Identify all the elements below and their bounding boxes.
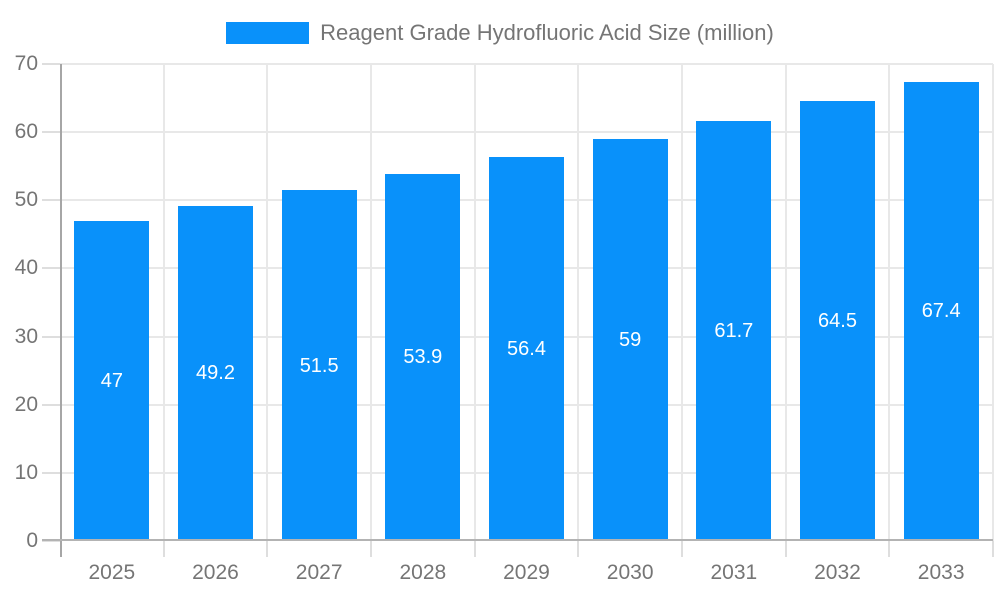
- bar-2032: 64.5: [800, 101, 875, 541]
- y-axis-tick: [42, 540, 60, 542]
- x-gridline: [888, 64, 891, 541]
- bar-2027: 51.5: [281, 190, 357, 541]
- y-axis-label: 60: [14, 120, 38, 144]
- bar-value-label: 51.5: [299, 354, 339, 377]
- x-axis-tick: [888, 541, 891, 557]
- x-axis-tick: [162, 541, 165, 557]
- bar-2031: 61.7: [696, 120, 772, 541]
- x-gridline: [162, 64, 165, 541]
- x-axis-label: 2030: [606, 561, 654, 584]
- bar-2033: 67.4: [903, 81, 979, 541]
- y-axis-tick: [42, 199, 60, 202]
- x-axis-label: 2033: [917, 561, 965, 584]
- x-axis-tick: [784, 541, 787, 557]
- y-gridline: [60, 63, 993, 65]
- bar-value-label: 53.9: [403, 346, 443, 369]
- y-axis-label: 0: [26, 529, 38, 552]
- y-axis-label: 50: [14, 188, 38, 212]
- bar-value-label: 47: [100, 369, 123, 392]
- chart-legend: Reagent Grade Hydrofluoric Acid Size (mi…: [0, 21, 1000, 45]
- x-axis-tick: [266, 541, 269, 557]
- legend-label: Reagent Grade Hydrofluoric Acid Size (mi…: [320, 20, 774, 45]
- y-axis-tick: [42, 131, 60, 134]
- y-axis-tick: [42, 267, 60, 270]
- bar-value-label: 59: [619, 328, 642, 351]
- x-axis-tick: [370, 541, 372, 557]
- y-gridline: [60, 131, 993, 134]
- x-axis-tick: [473, 541, 476, 557]
- x-axis-label: 2028: [399, 561, 447, 584]
- x-axis-label: 2029: [503, 561, 550, 584]
- x-axis-tick: [992, 541, 994, 557]
- x-gridline: [681, 64, 683, 541]
- y-axis-label: 20: [14, 392, 38, 416]
- x-axis-label: 2025: [88, 561, 136, 584]
- bar-value-label: 49.2: [196, 362, 235, 385]
- x-axis-label: 2027: [295, 561, 343, 584]
- y-axis-line: [60, 64, 62, 557]
- x-gridline: [266, 64, 269, 541]
- bar-2030: 59: [592, 138, 668, 541]
- y-axis-tick: [42, 471, 60, 474]
- x-gridline: [577, 64, 580, 541]
- x-gridline: [784, 64, 787, 541]
- x-axis-label: 2026: [192, 561, 239, 584]
- y-axis-tick: [42, 335, 60, 338]
- x-gridline: [473, 64, 476, 541]
- y-axis-label: 70: [14, 52, 38, 75]
- x-axis-line: [42, 539, 993, 541]
- x-gridline: [370, 64, 372, 541]
- y-axis-label: 40: [14, 256, 38, 280]
- plot-area: 0 10 20 30 40 50 60 70 47 2025 49.2 2026 51.5 2027 53.…: [15, 52, 994, 584]
- y-axis-label: 10: [14, 460, 38, 484]
- x-axis-tick: [577, 541, 580, 557]
- x-axis-label: 2032: [814, 561, 861, 584]
- x-axis-tick: [681, 541, 683, 557]
- bar-value-label: 67.4: [921, 300, 961, 323]
- y-axis-label: 30: [14, 324, 38, 348]
- y-axis-tick: [42, 63, 60, 65]
- x-axis-label: 2031: [710, 561, 758, 584]
- bar-2025: 47: [74, 220, 150, 541]
- bar-2029: 56.4: [489, 156, 564, 541]
- bar-2026: 49.2: [178, 205, 253, 541]
- legend-swatch: [226, 22, 310, 44]
- bar-2028: 53.9: [385, 173, 461, 541]
- bar-value-label: 64.5: [818, 310, 857, 333]
- bar-value-label: 56.4: [507, 337, 546, 360]
- y-axis-tick: [42, 403, 60, 406]
- x-gridline: [992, 64, 994, 541]
- bar-value-label: 61.7: [714, 319, 754, 342]
